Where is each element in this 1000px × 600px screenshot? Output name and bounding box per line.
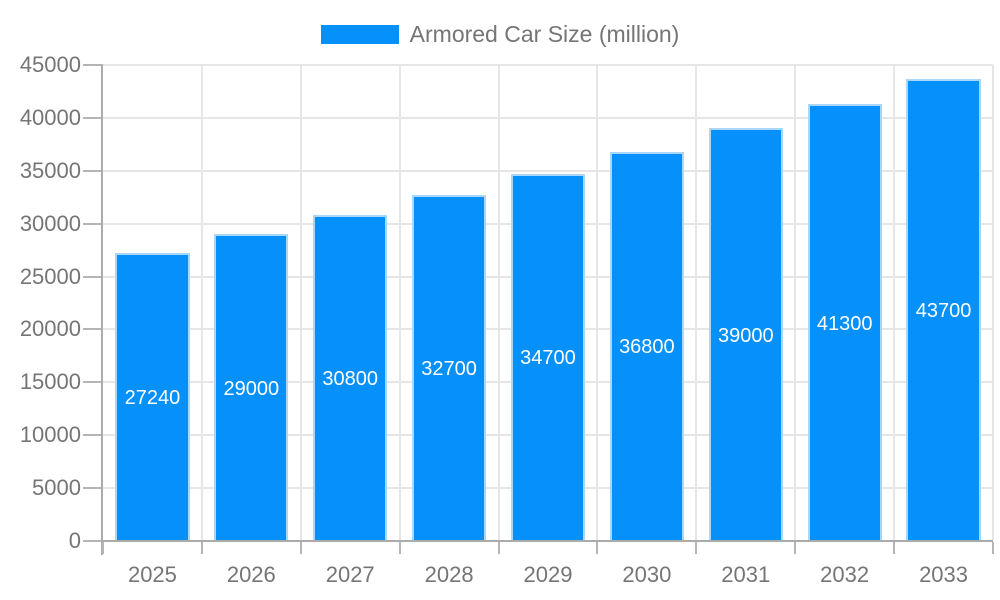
plot-area: 0 5000 10000 15000 20000 25000 30000 35000 40000… bbox=[20, 52, 994, 587]
gridline-vertical bbox=[398, 65, 401, 541]
x-axis-tick-label: 2031 bbox=[721, 562, 771, 587]
gridline-vertical bbox=[596, 65, 599, 541]
y-axis-tick bbox=[83, 328, 103, 331]
y-axis-tick-label: 25000 bbox=[19, 263, 81, 289]
legend-swatch bbox=[320, 24, 399, 44]
bar: 43700 bbox=[906, 78, 981, 541]
bar-value-label: 36800 bbox=[619, 336, 675, 359]
y-axis-tick bbox=[83, 116, 103, 119]
x-axis-tick-label: 2025 bbox=[127, 562, 177, 587]
x-axis-line bbox=[101, 540, 993, 542]
bar-value-label: 34700 bbox=[520, 347, 576, 370]
bar-value-label: 27240 bbox=[124, 386, 181, 409]
x-axis-tick-label: 2028 bbox=[424, 562, 474, 587]
x-axis-tick bbox=[497, 542, 500, 554]
gridline-vertical bbox=[992, 65, 994, 541]
y-axis-tick-label: 0 bbox=[68, 528, 81, 553]
y-axis-tick-label: 40000 bbox=[19, 104, 81, 130]
y-axis-tick-label: 20000 bbox=[19, 316, 81, 342]
y-axis-tick bbox=[83, 275, 103, 278]
x-axis-tick-label: 2026 bbox=[226, 562, 276, 587]
x-axis-tick bbox=[596, 542, 599, 554]
y-axis-tick bbox=[83, 487, 103, 490]
bar: 41300 bbox=[807, 104, 882, 541]
bar: 34700 bbox=[510, 173, 586, 541]
x-axis-tick-label: 2029 bbox=[523, 562, 573, 587]
x-axis-tick bbox=[398, 542, 401, 554]
bar: 36800 bbox=[609, 151, 684, 541]
x-axis-tick-label: 2033 bbox=[919, 562, 969, 587]
x-axis-tick-label: 2027 bbox=[325, 562, 375, 587]
x-axis-tick-label: 2030 bbox=[622, 562, 672, 587]
y-axis-tick-label: 45000 bbox=[19, 52, 81, 77]
x-axis-tick bbox=[992, 542, 994, 554]
gridline-vertical bbox=[893, 65, 896, 541]
gridline-vertical bbox=[497, 65, 500, 541]
x-axis-tick bbox=[893, 542, 896, 554]
y-axis-tick-label: 10000 bbox=[19, 422, 81, 448]
gridline-horizontal bbox=[103, 116, 993, 119]
x-axis-tick bbox=[200, 542, 203, 554]
bar: 27240 bbox=[115, 252, 190, 541]
gridline-horizontal bbox=[103, 169, 993, 172]
bar-value-label: 41300 bbox=[816, 312, 873, 335]
bar: 30800 bbox=[313, 215, 388, 541]
y-axis-tick-label: 35000 bbox=[19, 157, 81, 183]
gridline-vertical bbox=[794, 65, 797, 541]
bar-value-label: 32700 bbox=[421, 358, 477, 381]
y-axis-tick-label: 30000 bbox=[19, 210, 81, 236]
bar-value-label: 39000 bbox=[717, 324, 774, 347]
x-axis-tick bbox=[299, 542, 302, 554]
x-axis-tick bbox=[102, 542, 104, 554]
x-axis-tick bbox=[794, 542, 797, 554]
y-axis-tick bbox=[83, 381, 103, 384]
y-axis-tick-label: 5000 bbox=[32, 475, 81, 501]
legend-label: Armored Car Size (million) bbox=[409, 20, 680, 47]
x-axis-tick bbox=[695, 542, 698, 554]
y-axis-tick bbox=[83, 540, 103, 542]
gridline-vertical bbox=[200, 65, 203, 541]
bar-value-label: 43700 bbox=[915, 299, 972, 322]
bar: 29000 bbox=[214, 234, 289, 541]
chart-legend: Armored Car Size (million) bbox=[0, 17, 1000, 51]
x-axis-tick-label: 2032 bbox=[820, 562, 870, 587]
gridline-horizontal bbox=[103, 64, 993, 66]
bar-value-label: 29000 bbox=[223, 377, 280, 400]
gridline-vertical bbox=[299, 65, 302, 541]
y-axis-tick-label: 15000 bbox=[19, 369, 81, 395]
bar-value-label: 30800 bbox=[322, 368, 379, 391]
y-axis-tick bbox=[83, 169, 103, 172]
y-axis-tick bbox=[83, 64, 103, 66]
y-axis-tick bbox=[83, 222, 103, 225]
bar: 32700 bbox=[412, 195, 487, 541]
bar: 39000 bbox=[708, 128, 783, 541]
y-axis-tick bbox=[83, 434, 103, 437]
y-axis-line bbox=[101, 65, 103, 555]
gridline-vertical bbox=[695, 65, 698, 541]
